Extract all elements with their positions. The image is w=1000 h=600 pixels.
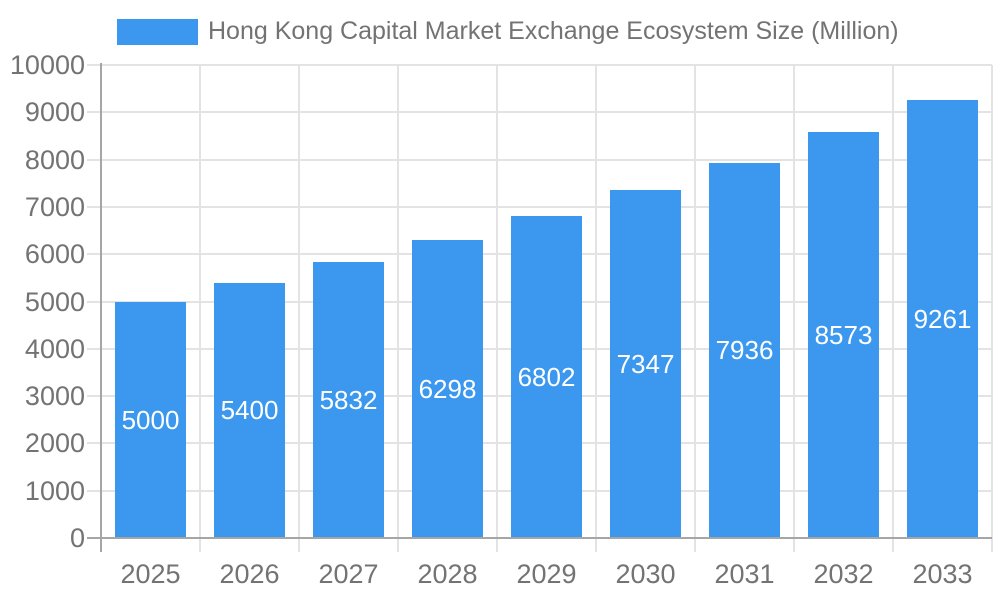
- x-tickmark: [496, 538, 498, 552]
- y-tickmark: [87, 64, 101, 66]
- x-tickmark: [694, 538, 696, 552]
- x-gridline: [397, 65, 399, 538]
- bar-2027: [313, 262, 384, 538]
- x-axis-line: [87, 537, 992, 539]
- x-gridline: [991, 65, 993, 538]
- x-axis-tick-label: 2033: [912, 559, 973, 589]
- x-axis-tick-label: 2029: [516, 559, 577, 589]
- y-tickmark: [87, 395, 101, 398]
- bar-value-label: 8573: [814, 320, 873, 351]
- y-axis-tick-label: 7000: [24, 191, 85, 222]
- legend-item[interactable]: Hong Kong Capital Market Exchange Ecosys…: [117, 17, 899, 46]
- x-gridline: [595, 65, 597, 538]
- bar-2028: [412, 240, 483, 538]
- x-gridline: [793, 65, 795, 538]
- x-gridline: [694, 65, 696, 538]
- bar-value-label: 6802: [517, 362, 576, 393]
- x-axis-tick-label: 2032: [813, 559, 874, 589]
- y-tickmark: [87, 158, 101, 161]
- bar-2032: [808, 132, 879, 538]
- bar-value-label: 5400: [220, 395, 279, 426]
- y-tickmark: [87, 300, 101, 303]
- y-tickmark: [87, 442, 101, 445]
- y-tickmark: [87, 347, 101, 350]
- bar-2030: [610, 190, 681, 538]
- x-gridline: [199, 65, 201, 538]
- x-gridline: [892, 65, 894, 538]
- y-gridline: [101, 158, 992, 161]
- y-axis-tick-label: 6000: [24, 239, 85, 270]
- legend: Hong Kong Capital Market Exchange Ecosys…: [117, 17, 899, 46]
- y-axis-tick-label: 4000: [24, 333, 85, 364]
- x-tickmark: [991, 538, 993, 552]
- bar-2033: [907, 99, 978, 538]
- x-axis-tick-label: 2025: [120, 559, 181, 589]
- x-axis-tick-label: 2026: [219, 559, 280, 589]
- y-axis-tick-label: 3000: [24, 381, 85, 412]
- y-gridline: [101, 111, 992, 114]
- x-axis-tick-label: 2028: [417, 559, 478, 589]
- y-tickmark: [87, 205, 101, 208]
- y-axis-tick-label: 10000: [9, 50, 85, 80]
- y-gridline: [101, 205, 992, 208]
- y-axis-tick-label: 2000: [24, 428, 85, 459]
- bar-value-label: 6298: [418, 374, 477, 405]
- x-gridline: [496, 65, 498, 538]
- y-axis-tick-label: 1000: [24, 475, 85, 506]
- y-axis-tick-label: 0: [69, 523, 85, 553]
- x-axis-tick-label: 2031: [714, 559, 775, 589]
- bar-value-label: 9261: [913, 303, 972, 334]
- chart-title: Hong Kong Capital Market Exchange Ecosys…: [208, 17, 899, 45]
- y-axis-tick-label: 8000: [24, 144, 85, 175]
- bar-2029: [511, 216, 582, 538]
- bar-value-label: 5000: [121, 404, 180, 435]
- x-tickmark: [397, 538, 399, 552]
- bar-2026: [214, 282, 285, 538]
- x-axis-tick-label: 2027: [318, 559, 379, 589]
- x-tickmark: [595, 538, 597, 552]
- x-tickmark: [199, 538, 201, 552]
- bar-value-label: 7936: [715, 335, 774, 366]
- x-tickmark: [793, 538, 795, 552]
- y-axis-tick-label: 5000: [24, 286, 85, 317]
- bar-2031: [709, 162, 780, 538]
- bar-value-label: 7347: [616, 349, 675, 380]
- x-axis-tick-label: 2030: [615, 559, 676, 589]
- x-tickmark: [298, 538, 300, 552]
- y-tickmark: [87, 253, 101, 256]
- y-axis-tick-label: 9000: [24, 97, 85, 128]
- legend-swatch: [117, 18, 198, 45]
- y-gridline: [101, 64, 992, 66]
- y-tickmark: [87, 111, 101, 114]
- x-gridline: [298, 65, 300, 538]
- bar-value-label: 5832: [319, 385, 378, 416]
- y-axis-line: [100, 63, 102, 552]
- x-tickmark: [892, 538, 894, 552]
- bar-2025: [115, 301, 186, 538]
- y-tickmark: [87, 489, 101, 492]
